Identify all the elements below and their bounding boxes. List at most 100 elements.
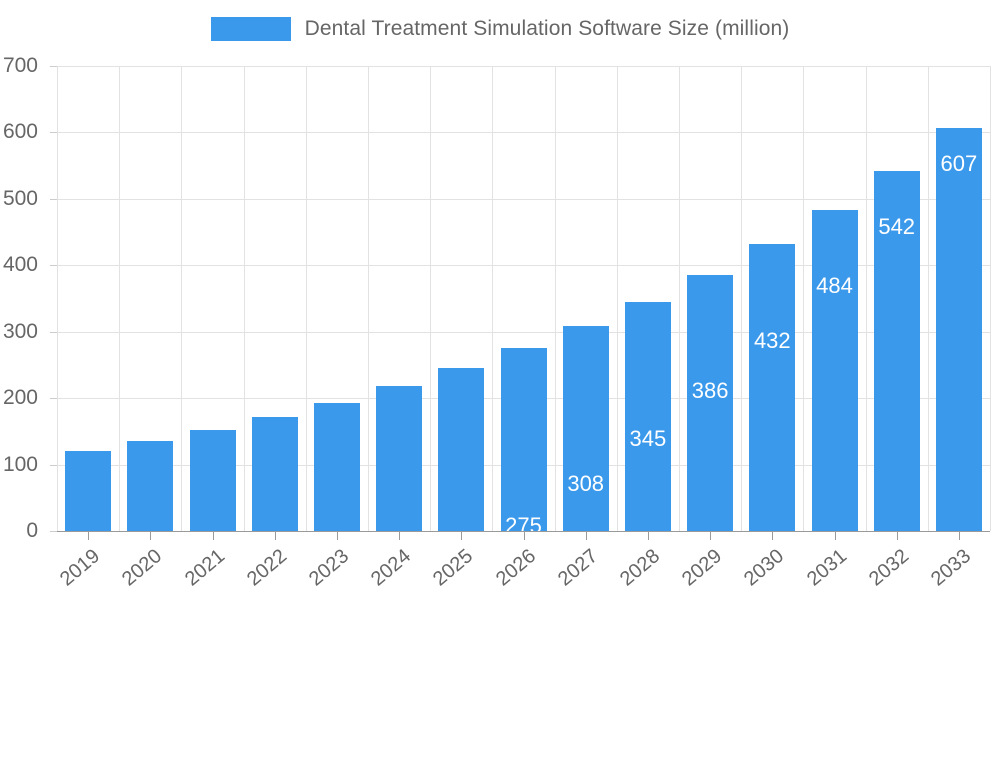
plot-area: 120 135 152 171 193 218 245 275 308 345 386 432 484 5… xyxy=(3,54,991,782)
x-tick-mark xyxy=(586,531,587,540)
bar-value-label: 171 xyxy=(256,662,294,688)
x-tick-mark xyxy=(772,531,773,540)
x-axis-tick-label: 2019 xyxy=(56,545,105,591)
y-axis-tick-label: 700 xyxy=(2,54,38,77)
y-axis-tick-label: 100 xyxy=(2,452,38,476)
gridline-vertical xyxy=(181,66,182,531)
bar[interactable] xyxy=(127,441,174,531)
x-tick-mark xyxy=(213,531,214,540)
x-axis-tick-label: 2027 xyxy=(553,545,602,591)
gridline-vertical xyxy=(928,66,929,531)
bar-value-label: 607 xyxy=(940,150,978,176)
y-tick-mark xyxy=(50,265,57,267)
y-tick-mark xyxy=(50,331,57,333)
y-axis-tick-label: 600 xyxy=(2,120,38,144)
bar-chart: Dental Treatment Simulation Software Siz… xyxy=(0,12,1000,782)
y-tick-mark xyxy=(50,198,57,200)
y-axis-tick-label: 300 xyxy=(2,319,38,343)
gridline-vertical xyxy=(306,66,307,531)
gridline-vertical xyxy=(617,66,618,531)
x-axis-tick-label: 2029 xyxy=(678,545,727,591)
x-axis-tick-label: 2033 xyxy=(926,545,976,591)
bar[interactable] xyxy=(935,127,982,531)
bar[interactable] xyxy=(438,368,485,531)
bar[interactable] xyxy=(189,430,236,531)
bar[interactable] xyxy=(313,402,360,531)
bar[interactable] xyxy=(749,244,796,531)
y-tick-mark xyxy=(50,464,57,466)
bar[interactable] xyxy=(376,386,423,531)
x-axis-tick-label: 2032 xyxy=(864,545,913,591)
bar-value-label: 245 xyxy=(442,552,480,578)
bar[interactable] xyxy=(811,209,858,531)
bar[interactable] xyxy=(500,348,547,531)
bar-value-label: 308 xyxy=(567,470,605,496)
x-tick-mark xyxy=(897,531,898,540)
bar[interactable] xyxy=(687,274,734,531)
bar-value-label: 218 xyxy=(380,590,418,616)
gridline-vertical xyxy=(244,66,245,531)
bar-value-label: 386 xyxy=(691,378,729,404)
gridline-vertical xyxy=(990,66,991,531)
x-tick-mark xyxy=(524,531,525,540)
x-axis-tick-label: 2020 xyxy=(118,545,167,591)
gridline-horizontal xyxy=(57,198,990,200)
gridline-horizontal xyxy=(57,66,990,67)
chart-legend: Dental Treatment Simulation Software Siz… xyxy=(0,12,1000,46)
x-tick-mark xyxy=(337,531,338,540)
y-axis-tick-label: 500 xyxy=(2,186,38,210)
bar-value-label: 152 xyxy=(194,695,231,721)
bar-value-label: 345 xyxy=(629,425,667,451)
x-tick-mark xyxy=(835,531,836,540)
legend-series-label: Dental Treatment Simulation Software Siz… xyxy=(304,17,790,40)
x-tick-mark xyxy=(461,531,462,540)
gridline-vertical xyxy=(679,66,680,531)
bar-value-label: 275 xyxy=(505,512,542,538)
gridline-vertical xyxy=(57,66,58,531)
gridline-horizontal xyxy=(57,331,990,333)
x-tick-mark xyxy=(399,531,400,540)
gridline-vertical xyxy=(741,66,742,531)
legend-color-swatch xyxy=(210,17,291,41)
y-tick-mark xyxy=(50,531,57,532)
bar-value-label: 120 xyxy=(69,757,107,783)
x-axis-tick-label: 2031 xyxy=(802,545,851,591)
gridline-vertical xyxy=(492,66,493,531)
x-axis-tick-label: 2021 xyxy=(180,545,229,591)
x-axis-tick-label: 2028 xyxy=(615,545,665,591)
bar-value-label: 432 xyxy=(753,327,791,353)
x-tick-mark xyxy=(275,531,276,540)
bar-value-label: 193 xyxy=(318,627,356,653)
x-tick-mark xyxy=(710,531,711,540)
x-axis-line xyxy=(57,531,990,532)
y-tick-mark xyxy=(50,398,57,400)
bar[interactable] xyxy=(251,417,298,531)
y-axis-tick-label: 0 xyxy=(26,519,38,542)
bar-value-label: 542 xyxy=(878,214,916,240)
gridline-vertical xyxy=(803,66,804,531)
y-tick-mark xyxy=(50,132,57,134)
y-axis-tick-label: 200 xyxy=(2,386,38,410)
x-axis-tick-label: 2022 xyxy=(242,545,291,591)
x-axis-tick-label: 2030 xyxy=(740,545,789,591)
y-axis-tick-label: 400 xyxy=(2,253,38,277)
x-tick-mark xyxy=(959,531,960,540)
x-tick-mark xyxy=(648,531,649,540)
bar-value-label: 135 xyxy=(131,726,169,752)
x-tick-mark xyxy=(150,531,151,540)
bar[interactable] xyxy=(562,326,609,531)
gridline-vertical xyxy=(368,66,369,531)
x-axis-tick-label: 2023 xyxy=(304,545,354,591)
bar-value-label: 484 xyxy=(816,272,853,298)
gridline-vertical xyxy=(119,66,120,531)
x-tick-mark xyxy=(88,531,89,540)
gridline-vertical xyxy=(866,66,867,531)
gridline-vertical xyxy=(555,66,556,531)
bar[interactable] xyxy=(873,170,920,531)
bar[interactable] xyxy=(624,301,671,531)
gridline-horizontal xyxy=(57,132,990,134)
y-tick-mark xyxy=(50,66,57,67)
gridline-horizontal xyxy=(57,265,990,267)
gridline-vertical xyxy=(430,66,431,531)
bar[interactable] xyxy=(65,451,112,531)
